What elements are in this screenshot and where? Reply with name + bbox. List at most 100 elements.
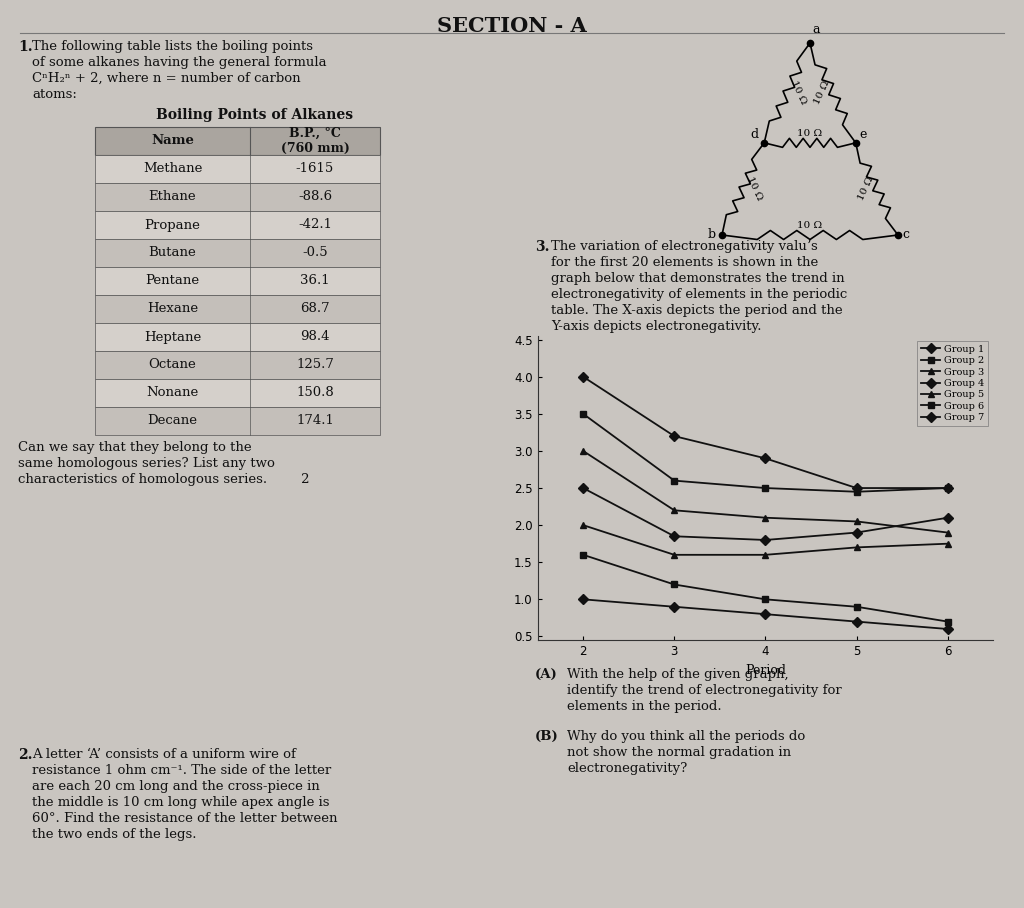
Group 2 xyxy=(942,617,954,627)
Bar xyxy=(95,183,380,211)
Text: A letter ‘A’ consists of a uniform wire of: A letter ‘A’ consists of a uniform wire … xyxy=(32,748,296,761)
Text: 1.: 1. xyxy=(18,40,33,54)
Text: Pentane: Pentane xyxy=(145,274,200,288)
Text: 174.1: 174.1 xyxy=(296,414,334,428)
Text: characteristics of homologous series.        2: characteristics of homologous series. 2 xyxy=(18,473,309,486)
Group 3 xyxy=(669,549,681,560)
Group 1 xyxy=(578,594,590,605)
Group 7 xyxy=(669,430,681,441)
Group 6 xyxy=(942,482,954,493)
X-axis label: Period: Period xyxy=(744,664,786,676)
Group 6 xyxy=(760,482,772,493)
Text: Propane: Propane xyxy=(144,219,201,232)
Group 2 xyxy=(760,594,772,605)
Text: (A): (A) xyxy=(535,668,558,681)
Bar xyxy=(95,407,380,435)
Text: b: b xyxy=(708,228,716,241)
Text: c: c xyxy=(902,228,909,241)
Text: (B): (B) xyxy=(535,730,559,743)
Line: Group 2: Group 2 xyxy=(580,551,951,625)
Text: With the help of the given graph,: With the help of the given graph, xyxy=(567,668,788,681)
Text: 10 Ω: 10 Ω xyxy=(798,129,822,138)
Text: B.P., °C
(760 mm): B.P., °C (760 mm) xyxy=(281,127,349,155)
Group 1 xyxy=(942,624,954,635)
Group 4 xyxy=(760,535,772,546)
Text: resistance 1 ohm cm⁻¹. The side of the letter: resistance 1 ohm cm⁻¹. The side of the l… xyxy=(32,764,331,777)
Group 1 xyxy=(669,601,681,612)
Text: not show the normal gradation in: not show the normal gradation in xyxy=(567,746,792,759)
Text: are each 20 cm long and the cross-piece in: are each 20 cm long and the cross-piece … xyxy=(32,780,319,793)
Text: electronegativity of elements in the periodic: electronegativity of elements in the per… xyxy=(551,288,847,301)
Legend: Group 1, Group 2, Group 3, Group 4, Group 5, Group 6, Group 7: Group 1, Group 2, Group 3, Group 4, Grou… xyxy=(918,340,988,426)
Bar xyxy=(95,239,380,267)
Group 3 xyxy=(578,519,590,530)
Text: Octane: Octane xyxy=(148,359,197,371)
Text: table. The X-axis depicts the period and the: table. The X-axis depicts the period and… xyxy=(551,304,843,317)
Group 5 xyxy=(669,505,681,516)
Group 1 xyxy=(760,608,772,619)
Line: Group 3: Group 3 xyxy=(580,522,951,558)
Text: -1615: -1615 xyxy=(296,163,334,175)
Text: the middle is 10 cm long while apex angle is: the middle is 10 cm long while apex angl… xyxy=(32,796,330,809)
Group 5 xyxy=(942,528,954,538)
Text: Name: Name xyxy=(152,134,194,147)
Text: Methane: Methane xyxy=(142,163,202,175)
Group 7 xyxy=(942,482,954,493)
Bar xyxy=(95,379,380,407)
Text: atoms:: atoms: xyxy=(32,88,77,101)
Text: 10 Ω: 10 Ω xyxy=(812,79,830,105)
Text: for the first 20 elements is shown in the: for the first 20 elements is shown in th… xyxy=(551,256,818,269)
Text: 10 Ω: 10 Ω xyxy=(798,222,822,231)
Group 1 xyxy=(850,617,862,627)
Text: Hexane: Hexane xyxy=(146,302,198,315)
Bar xyxy=(95,127,380,155)
Line: Group 4: Group 4 xyxy=(580,485,951,544)
Group 4 xyxy=(942,512,954,523)
Text: Decane: Decane xyxy=(147,414,198,428)
Group 6 xyxy=(850,487,862,498)
Group 7 xyxy=(578,371,590,382)
Group 7 xyxy=(760,453,772,464)
Text: 68.7: 68.7 xyxy=(300,302,330,315)
Group 4 xyxy=(850,528,862,538)
Group 5 xyxy=(850,516,862,527)
Text: 10 Ω: 10 Ω xyxy=(790,79,808,105)
Text: 10 Ω: 10 Ω xyxy=(745,175,764,202)
Text: 125.7: 125.7 xyxy=(296,359,334,371)
Group 2 xyxy=(850,601,862,612)
Group 3 xyxy=(942,538,954,549)
Text: electronegativity?: electronegativity? xyxy=(567,762,687,775)
Text: The following table lists the boiling points: The following table lists the boiling po… xyxy=(32,40,313,53)
Bar xyxy=(95,267,380,295)
Text: same homologous series? List any two: same homologous series? List any two xyxy=(18,457,274,470)
Text: Can we say that they belong to the: Can we say that they belong to the xyxy=(18,441,252,454)
Text: identify the trend of electronegativity for: identify the trend of electronegativity … xyxy=(567,684,842,697)
Group 7 xyxy=(850,482,862,493)
Text: -42.1: -42.1 xyxy=(298,219,332,232)
Text: e: e xyxy=(860,128,867,141)
Text: 98.4: 98.4 xyxy=(300,331,330,343)
Group 4 xyxy=(578,482,590,493)
Text: Why do you think all the periods do: Why do you think all the periods do xyxy=(567,730,805,743)
Text: a: a xyxy=(812,23,819,36)
Text: graph below that demonstrates the trend in: graph below that demonstrates the trend … xyxy=(551,272,845,285)
Text: Ethane: Ethane xyxy=(148,191,197,203)
Text: of some alkanes having the general formula: of some alkanes having the general formu… xyxy=(32,56,327,69)
Group 3 xyxy=(760,549,772,560)
Line: Group 5: Group 5 xyxy=(580,448,951,536)
Text: -88.6: -88.6 xyxy=(298,191,332,203)
Text: 10 Ω: 10 Ω xyxy=(856,175,874,202)
Group 2 xyxy=(578,549,590,560)
Text: Y-axis depicts electronegativity.: Y-axis depicts electronegativity. xyxy=(551,320,762,333)
Line: Group 7: Group 7 xyxy=(580,373,951,491)
Group 2 xyxy=(669,579,681,590)
Text: -0.5: -0.5 xyxy=(302,246,328,260)
Text: Heptane: Heptane xyxy=(144,331,201,343)
Text: 36.1: 36.1 xyxy=(300,274,330,288)
Bar xyxy=(95,295,380,323)
Group 4 xyxy=(669,531,681,542)
Group 5 xyxy=(760,512,772,523)
Line: Group 1: Group 1 xyxy=(580,596,951,633)
Text: the two ends of the legs.: the two ends of the legs. xyxy=(32,828,197,841)
Text: Butane: Butane xyxy=(148,246,197,260)
